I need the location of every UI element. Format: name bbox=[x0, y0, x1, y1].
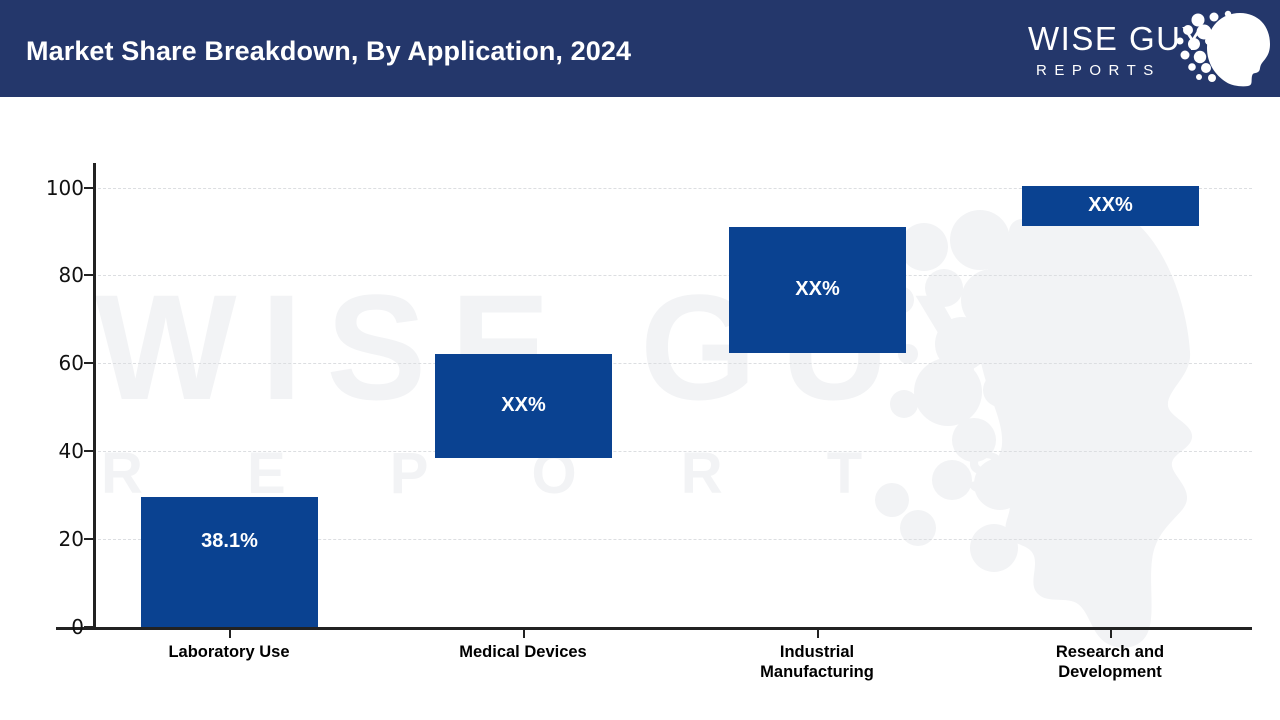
y-axis-label-60: 60 bbox=[58, 351, 84, 375]
bar-medical-devices[interactable] bbox=[435, 354, 612, 458]
x-axis-label-medical-devices: Medical Devices bbox=[459, 643, 587, 661]
x-axis-label-industrial-manufacturing: Industrial Manufacturing bbox=[760, 643, 874, 681]
y-tick-20 bbox=[84, 538, 94, 540]
chart-area: WISE GUY R E P O R T S bbox=[0, 97, 1280, 720]
x-axis-label-laboratory-use: Laboratory Use bbox=[168, 643, 290, 661]
gridline-80 bbox=[93, 275, 1252, 276]
y-axis-label-20: 20 bbox=[58, 527, 84, 551]
y-tick-100 bbox=[84, 187, 94, 189]
plot-area: 100 80 60 40 20 0 38.1% Laboratory Use X… bbox=[0, 97, 1280, 720]
x-tick-research-and-development bbox=[1110, 628, 1113, 638]
gridline-20 bbox=[93, 539, 1252, 540]
header-bar: Market Share Breakdown, By Application, … bbox=[0, 0, 1280, 97]
bar-label-laboratory-use: 38.1% bbox=[201, 530, 258, 552]
y-tick-40 bbox=[84, 450, 94, 452]
x-tick-medical-devices bbox=[523, 628, 526, 638]
y-tick-0 bbox=[84, 626, 94, 628]
x-axis-line bbox=[56, 627, 1252, 630]
x-tick-industrial-manufacturing bbox=[817, 628, 820, 638]
bar-industrial-manufacturing[interactable] bbox=[729, 227, 906, 353]
y-axis-label-100: 100 bbox=[45, 176, 84, 200]
gridline-60 bbox=[93, 363, 1252, 364]
svg-text:WISE GUY: WISE GUY bbox=[1028, 20, 1205, 57]
y-axis-line bbox=[93, 163, 96, 629]
y-tick-80 bbox=[84, 274, 94, 276]
page-title: Market Share Breakdown, By Application, … bbox=[26, 36, 632, 66]
y-tick-60 bbox=[84, 362, 94, 364]
bar-laboratory-use[interactable] bbox=[141, 497, 318, 627]
bar-research-and-development[interactable] bbox=[1022, 186, 1199, 226]
bar-label-medical-devices: XX% bbox=[501, 394, 546, 416]
wise-guy-reports-logo: WISE GUY REPORTS bbox=[1022, 8, 1272, 90]
x-axis-label-research-and-development: Research and Development bbox=[1055, 643, 1165, 681]
gridline-100 bbox=[93, 188, 1252, 189]
bar-label-industrial-manufacturing: XX% bbox=[795, 278, 840, 300]
gridline-40 bbox=[93, 451, 1252, 452]
bar-label-research-and-development: XX% bbox=[1088, 194, 1133, 216]
svg-text:REPORTS: REPORTS bbox=[1036, 62, 1161, 79]
x-tick-laboratory-use bbox=[229, 628, 232, 638]
y-axis-label-40: 40 bbox=[58, 439, 84, 463]
y-axis-label-80: 80 bbox=[58, 263, 84, 287]
y-axis-label-0: 0 bbox=[71, 615, 84, 639]
